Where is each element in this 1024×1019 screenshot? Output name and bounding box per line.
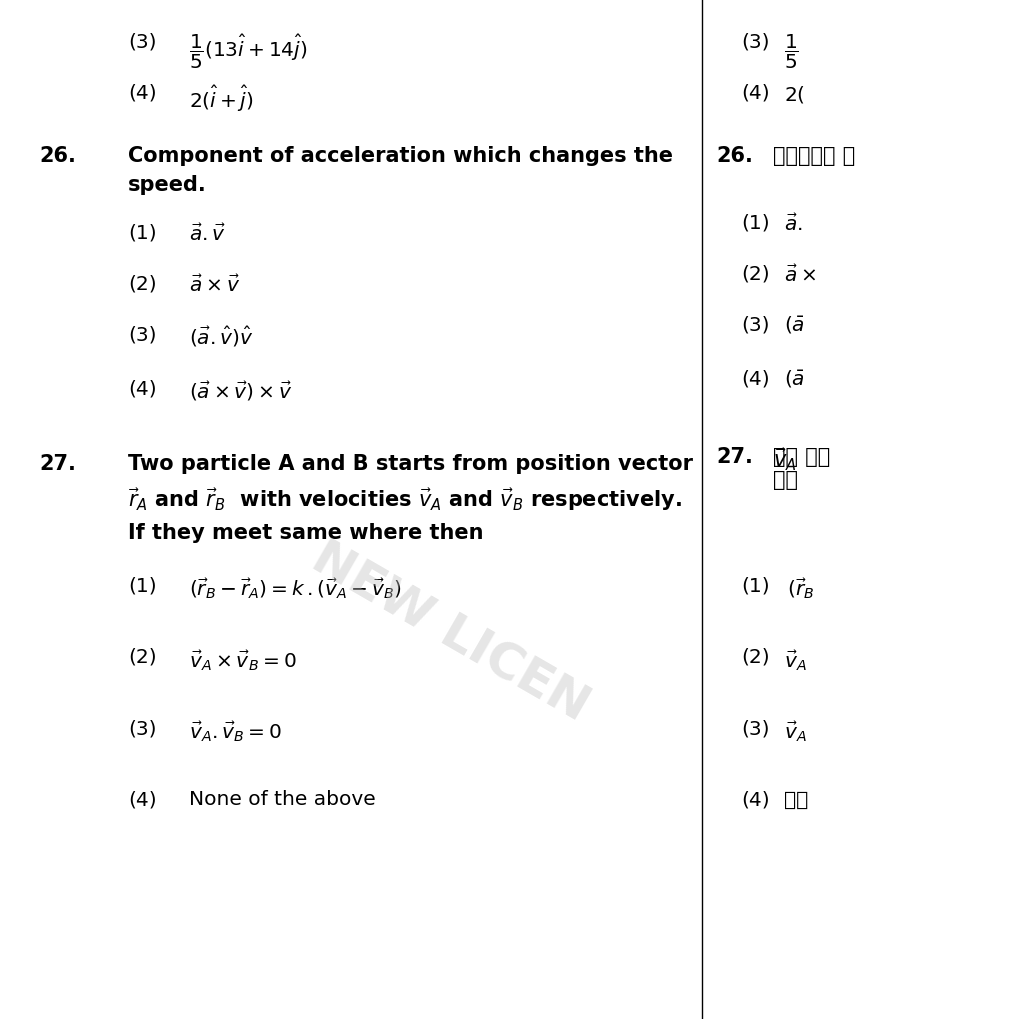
Text: 26.: 26. xyxy=(717,146,754,166)
Text: NEW LICEN: NEW LICEN xyxy=(303,533,598,731)
Text: (1): (1) xyxy=(741,213,770,232)
Text: $\vec{v}_A \times \vec{v}_B = 0$: $\vec{v}_A \times \vec{v}_B = 0$ xyxy=(189,647,297,672)
Text: $\vec{a}\times$: $\vec{a}\times$ xyxy=(784,264,817,285)
Text: $2(\hat{i}+\hat{j})$: $2(\hat{i}+\hat{j})$ xyxy=(189,84,254,113)
Text: (2): (2) xyxy=(741,264,770,283)
Text: $\vec{v}_A$: $\vec{v}_A$ xyxy=(784,718,807,743)
Text: 27.: 27. xyxy=(39,453,76,474)
Text: (3): (3) xyxy=(128,718,157,738)
Text: (4): (4) xyxy=(128,84,157,103)
Text: इन: इन xyxy=(784,790,809,809)
Text: $(\vec{r}_B - \vec{r}_A) = k\,.(\vec{v}_A - \vec{v}_B)$: $(\vec{r}_B - \vec{r}_A) = k\,.(\vec{v}_… xyxy=(189,576,402,600)
Text: (2): (2) xyxy=(128,647,157,666)
Text: $\vec{v}_A$: $\vec{v}_A$ xyxy=(784,647,807,672)
Text: त्वरण क: त्वरण क xyxy=(773,146,855,166)
Text: 26.: 26. xyxy=(39,146,76,166)
Text: $(\vec{a}.\hat{v})\hat{v}$: $(\vec{a}.\hat{v})\hat{v}$ xyxy=(189,325,254,350)
Text: (3): (3) xyxy=(741,718,770,738)
Text: (1): (1) xyxy=(741,576,770,595)
Text: $(\bar{a}$: $(\bar{a}$ xyxy=(784,369,805,390)
Text: $(\vec{a}\times\vec{v})\times\vec{v}$: $(\vec{a}\times\vec{v})\times\vec{v}$ xyxy=(189,379,293,403)
Text: $\,(\vec{r}_B$: $\,(\vec{r}_B$ xyxy=(784,576,815,600)
Text: Two particle A and B starts from position vector
$\vec{r}_A$ and $\vec{r}_B$  wi: Two particle A and B starts from positio… xyxy=(128,453,693,542)
Text: $\vec{v}_A$: $\vec{v}_A$ xyxy=(773,446,797,473)
Text: (4): (4) xyxy=(741,369,770,388)
Text: दो कण
और: दो कण और xyxy=(773,446,830,489)
Text: (3): (3) xyxy=(128,33,157,52)
Text: $\vec{v}_A . \vec{v}_B = 0$: $\vec{v}_A . \vec{v}_B = 0$ xyxy=(189,718,283,743)
Text: $2($: $2($ xyxy=(784,84,806,105)
Text: 27.: 27. xyxy=(717,446,754,467)
Text: (2): (2) xyxy=(128,274,157,293)
Text: (3): (3) xyxy=(741,33,770,52)
Text: (3): (3) xyxy=(741,315,770,334)
Text: $\vec{a}\times\vec{v}$: $\vec{a}\times\vec{v}$ xyxy=(189,274,241,296)
Text: $\dfrac{1}{5}(13\hat{i}+14\hat{j})$: $\dfrac{1}{5}(13\hat{i}+14\hat{j})$ xyxy=(189,33,308,71)
Text: Component of acceleration which changes the
speed.: Component of acceleration which changes … xyxy=(128,146,673,196)
Text: $(\bar{a}$: $(\bar{a}$ xyxy=(784,315,805,336)
Text: $\vec{a}.\vec{v}$: $\vec{a}.\vec{v}$ xyxy=(189,223,226,245)
Text: $\dfrac{1}{5}$: $\dfrac{1}{5}$ xyxy=(784,33,799,71)
Text: (4): (4) xyxy=(741,84,770,103)
Text: (1): (1) xyxy=(128,576,157,595)
Text: None of the above: None of the above xyxy=(189,790,376,809)
Text: (1): (1) xyxy=(128,223,157,243)
Text: (4): (4) xyxy=(128,790,157,809)
Text: (2): (2) xyxy=(741,647,770,666)
Text: $\vec{a}.$: $\vec{a}.$ xyxy=(784,213,803,234)
Text: (3): (3) xyxy=(128,325,157,344)
Text: (4): (4) xyxy=(128,379,157,398)
Text: (4): (4) xyxy=(741,790,770,809)
